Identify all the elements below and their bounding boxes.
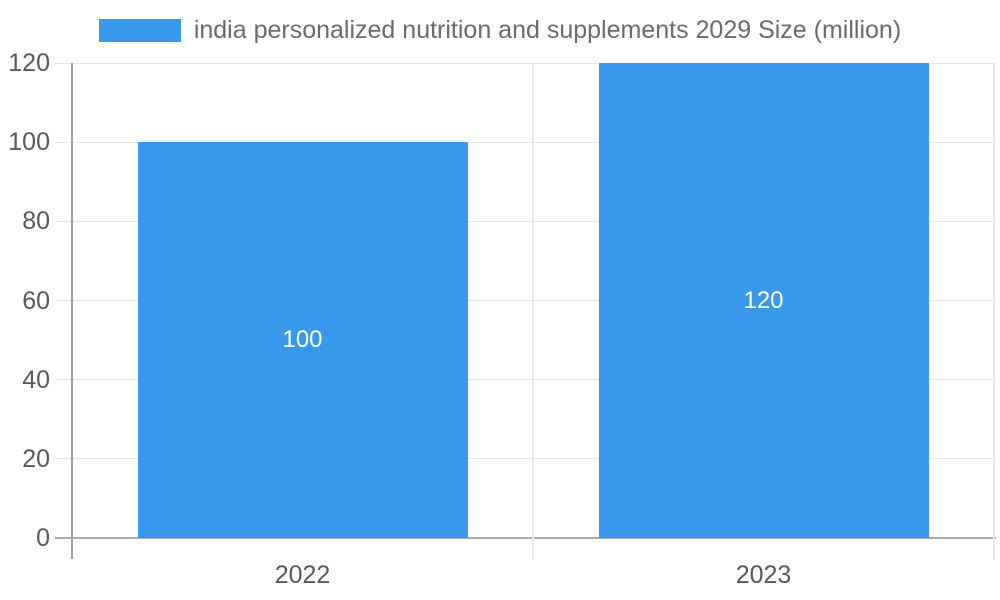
y-axis-tick-label: 100: [8, 128, 50, 157]
bar-value-label: 100: [282, 326, 323, 354]
legend[interactable]: india personalized nutrition and supplem…: [0, 16, 1000, 45]
legend-swatch: [98, 19, 181, 42]
y-axis-tick-label: 20: [22, 444, 50, 473]
y-axis-tick-label: 0: [36, 524, 50, 552]
h-gridline: [55, 458, 994, 460]
x-axis-tick-label: 2023: [735, 561, 792, 589]
y-axis-tick-label: 80: [22, 207, 50, 236]
h-gridline: [55, 379, 994, 381]
v-gridline: [532, 63, 534, 560]
h-gridline: [55, 141, 994, 143]
bar-2023[interactable]: 120: [598, 63, 929, 538]
h-gridline: [55, 62, 994, 64]
x-axis-tick-label: 2022: [274, 561, 331, 589]
h-gridline: [55, 220, 994, 222]
x-axis-baseline: [55, 537, 996, 539]
y-axis-tick-label: 60: [22, 286, 50, 315]
legend-label: india personalized nutrition and supplem…: [193, 16, 902, 44]
bar-value-label: 120: [743, 286, 784, 314]
y-axis-line: [71, 63, 73, 559]
y-axis-tick-label: 40: [22, 365, 50, 394]
y-axis-tick-label: 120: [8, 49, 50, 77]
h-gridline: [55, 300, 994, 301]
bar-2022[interactable]: 100: [137, 142, 468, 538]
v-gridline: [993, 63, 995, 560]
